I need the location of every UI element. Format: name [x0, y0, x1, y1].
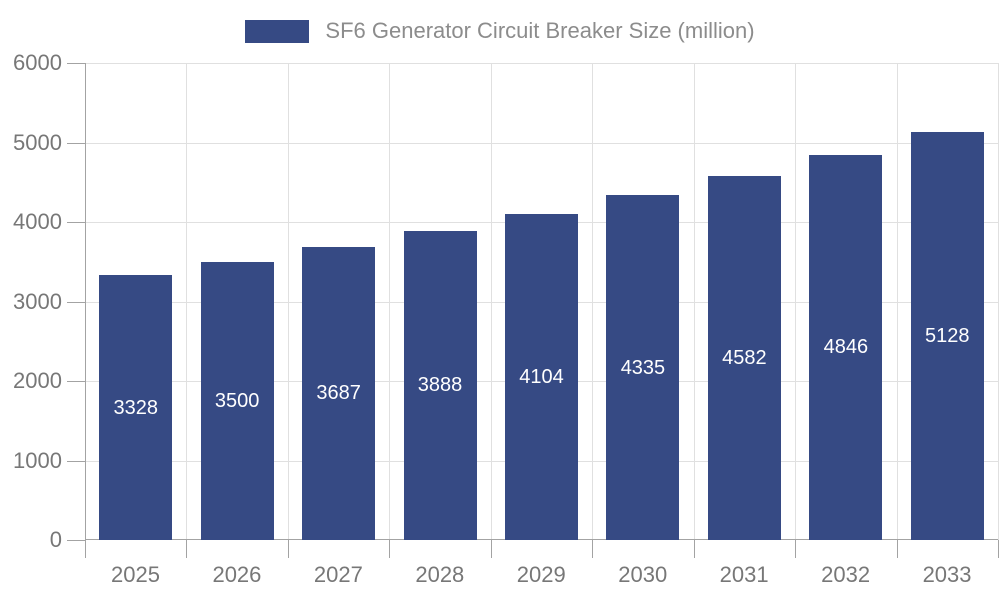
x-axis-label: 2031: [719, 562, 769, 587]
x-gridline: [795, 63, 796, 540]
x-axis-tick: [998, 540, 999, 558]
bar[interactable]: 4104: [505, 213, 578, 540]
bar[interactable]: 5128: [910, 132, 984, 540]
x-axis-label: 2028: [415, 562, 465, 587]
x-axis-tick: [85, 540, 86, 558]
x-gridline: [389, 63, 390, 540]
x-axis-tick: [288, 540, 289, 558]
bar[interactable]: 3500: [200, 261, 274, 540]
y-axis-tick: [67, 222, 85, 223]
y-axis-tick: [67, 540, 85, 541]
x-axis-tick: [795, 540, 796, 558]
x-axis-label: 2027: [313, 562, 363, 587]
x-axis-label: 2030: [618, 562, 668, 587]
bar-value-label: 4846: [823, 336, 869, 359]
y-axis-tick: [67, 301, 85, 303]
bar[interactable]: 3687: [302, 246, 376, 540]
legend-swatch-icon: [245, 19, 310, 43]
x-axis-tick: [592, 540, 593, 558]
y-axis-label: 5000: [13, 129, 62, 155]
x-axis-label: 2026: [212, 562, 262, 587]
y-axis-tick: [67, 142, 85, 144]
x-gridline: [592, 63, 593, 540]
bar[interactable]: 4846: [809, 154, 883, 540]
bar-value-label: 3328: [113, 396, 158, 419]
bar-value-label: 4104: [519, 365, 564, 388]
x-gridline: [491, 63, 492, 540]
y-axis-label: 1000: [13, 447, 62, 473]
bar-value-label: 4582: [722, 346, 767, 369]
bar-value-label: 3500: [214, 389, 260, 412]
bar[interactable]: 3328: [99, 275, 173, 540]
bar-value-label: 4335: [620, 356, 666, 379]
bar-value-label: 5128: [925, 325, 970, 348]
y-gridline: [85, 63, 998, 64]
x-axis-tick: [694, 540, 695, 558]
y-axis-tick: [67, 460, 85, 462]
x-axis-tick: [186, 540, 187, 558]
legend-label: SF6 Generator Circuit Breaker Size (mill…: [325, 18, 755, 43]
x-axis-label: 2025: [111, 562, 160, 587]
x-axis-label: 2029: [516, 562, 566, 587]
y-axis-label: 4000: [13, 209, 62, 234]
y-axis-label: 3000: [13, 288, 62, 314]
x-gridline: [694, 63, 695, 540]
y-axis-tick: [67, 381, 85, 382]
y-axis-label: 2000: [13, 368, 62, 393]
x-gridline: [288, 63, 289, 540]
bar-value-label: 3888: [417, 374, 463, 397]
y-axis-line: [85, 63, 86, 558]
x-axis-label: 2033: [922, 562, 972, 587]
x-axis-tick: [897, 540, 898, 558]
x-axis-tick: [491, 540, 492, 558]
chart-legend[interactable]: SF6 Generator Circuit Breaker Size (mill…: [0, 18, 1000, 44]
x-gridline: [186, 63, 187, 540]
bar[interactable]: 4582: [707, 175, 781, 540]
x-gridline: [897, 63, 898, 540]
y-axis-tick: [67, 63, 85, 64]
bar[interactable]: 3888: [403, 230, 477, 540]
bar[interactable]: 4335: [606, 195, 680, 540]
y-axis-label: 6000: [13, 50, 62, 75]
x-axis-tick: [389, 540, 390, 558]
y-axis-label: 0: [49, 527, 62, 552]
x-gridline: [998, 63, 999, 540]
bar-value-label: 3687: [316, 382, 361, 405]
x-axis-label: 2032: [821, 562, 871, 587]
plot-area: 0 1000 2000 3000 4000 5000 6000 3328 2025 3500 202…: [13, 50, 999, 587]
y-gridline: [85, 142, 998, 144]
